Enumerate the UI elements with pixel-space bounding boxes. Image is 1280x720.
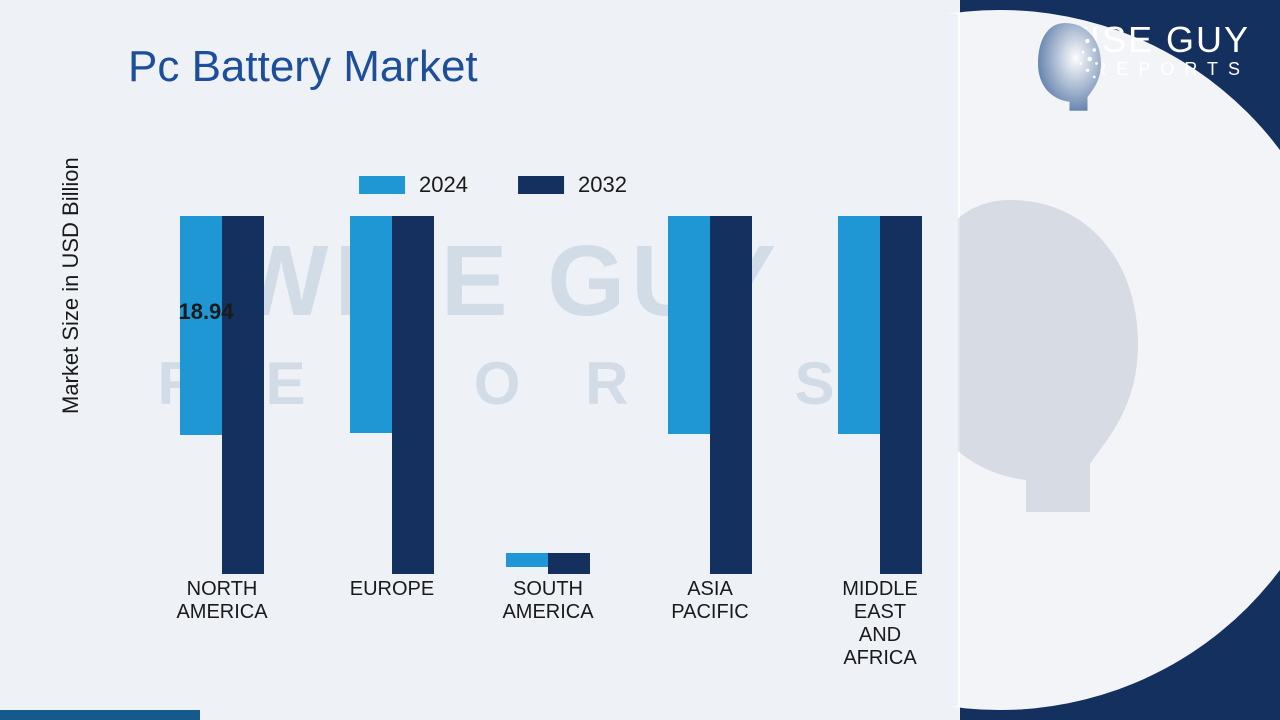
bar-group [838,216,922,574]
x-axis-label: NORTHAMERICA [147,578,297,624]
x-axis-label: ASIAPACIFIC [635,578,785,624]
bar-group [506,553,590,574]
logo-head-icon [1020,18,1110,118]
legend-item-2032: 2032 [518,172,627,198]
bar-series1 [180,216,222,435]
bar-series2 [548,553,590,574]
x-axis-label: MIDDLEEASTANDAFRICA [805,578,955,670]
legend-swatch-2032 [518,176,564,194]
bar-series1 [838,216,880,435]
x-axis-labels: NORTHAMERICA EUROPE SOUTHAMERICA ASIAPACIFI… [102,578,942,698]
legend-swatch-2024 [359,176,405,194]
bar-group [668,216,752,574]
x-axis-label: EUROPE [317,578,467,601]
legend-label-2024: 2024 [419,172,468,198]
right-panel [960,0,1280,720]
bar-series1 [668,216,710,435]
bar-series2 [710,216,752,574]
bar-series1 [506,553,548,567]
page: WISE GUY REPORTS Pc Battery Market WISE … [0,0,1280,720]
plot-area: 18.94 [102,204,942,574]
chart-title: Pc Battery Market [128,42,478,92]
chart-area: Pc Battery Market WISE GUY R E P O R T S… [28,14,958,706]
x-axis-label: SOUTHAMERICA [473,578,623,624]
bar-series1 [350,216,392,433]
bar-series2 [222,216,264,574]
legend-item-2024: 2024 [359,172,468,198]
bar-group [350,216,434,574]
legend-label-2032: 2032 [578,172,627,198]
legend: 2024 2032 [359,172,627,198]
bar-series2 [392,216,434,574]
bar-group [180,216,264,574]
value-label: 18.94 [178,299,233,325]
y-axis-label: Market Size in USD Billion [58,157,84,414]
bottom-accent-bar [0,710,200,720]
bar-series2 [880,216,922,574]
